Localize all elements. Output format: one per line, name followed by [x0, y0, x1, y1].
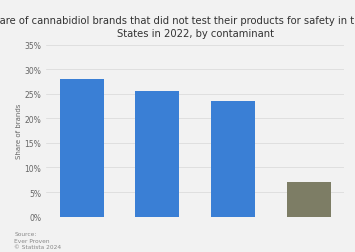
- Y-axis label: Share of brands: Share of brands: [16, 104, 22, 159]
- Title: Share of cannabidiol brands that did not test their products for safety in the U: Share of cannabidiol brands that did not…: [0, 16, 355, 39]
- Text: Source:
Ever Proven
© Statista 2024: Source: Ever Proven © Statista 2024: [14, 231, 61, 249]
- Bar: [135, 92, 179, 217]
- Bar: [211, 102, 255, 217]
- Bar: [287, 182, 331, 217]
- Bar: [60, 80, 104, 217]
